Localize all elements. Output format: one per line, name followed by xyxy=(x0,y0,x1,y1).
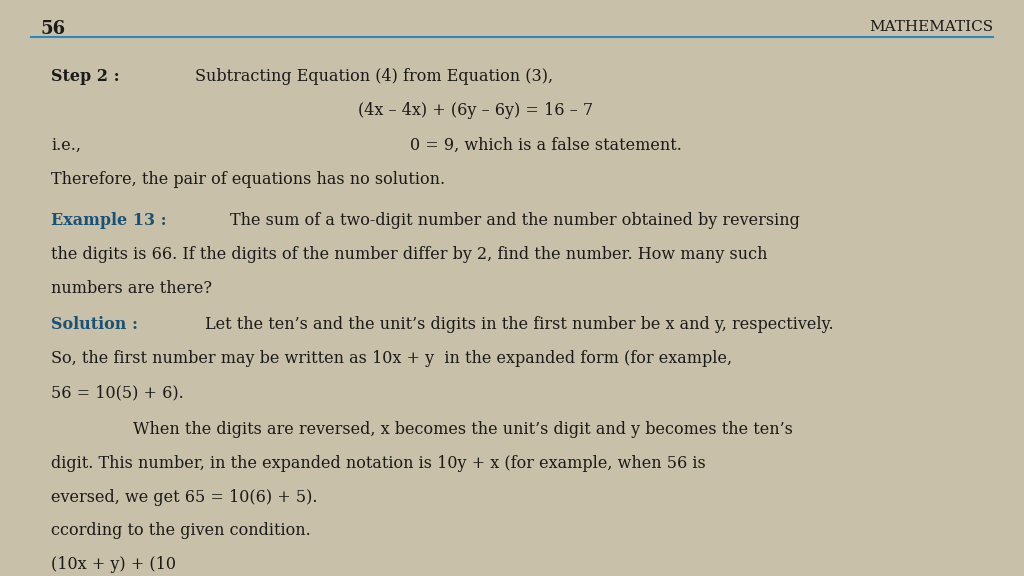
Text: Example 13 :: Example 13 : xyxy=(51,211,172,229)
Text: (10x + y) + (10: (10x + y) + (10 xyxy=(51,556,176,573)
Text: 56 = 10(5) + 6).: 56 = 10(5) + 6). xyxy=(51,384,184,401)
Text: MATHEMATICS: MATHEMATICS xyxy=(869,20,993,34)
Text: i.e.,: i.e., xyxy=(51,137,81,153)
Text: ccording to the given condition.: ccording to the given condition. xyxy=(51,522,311,539)
Text: 56: 56 xyxy=(41,20,67,38)
Text: Step 2 :: Step 2 : xyxy=(51,68,126,85)
Text: numbers are there?: numbers are there? xyxy=(51,280,212,297)
Text: (4x – 4x) + (6y – 6y) = 16 – 7: (4x – 4x) + (6y – 6y) = 16 – 7 xyxy=(358,103,594,119)
Text: digit. This number, in the expanded notation is 10y + x (for example, when 56 is: digit. This number, in the expanded nota… xyxy=(51,455,706,472)
Text: So, the first number may be written as 10x + y  in the expanded form (for exampl: So, the first number may be written as 1… xyxy=(51,350,732,367)
Text: eversed, we get 65 = 10(6) + 5).: eversed, we get 65 = 10(6) + 5). xyxy=(51,489,317,506)
Text: The sum of a two-digit number and the number obtained by reversing: The sum of a two-digit number and the nu… xyxy=(230,211,801,229)
Text: Therefore, the pair of equations has no solution.: Therefore, the pair of equations has no … xyxy=(51,170,445,188)
Text: Let the ten’s and the unit’s digits in the first number be x and y, respectively: Let the ten’s and the unit’s digits in t… xyxy=(205,316,834,333)
Text: 0 = 9, which is a false statement.: 0 = 9, which is a false statement. xyxy=(410,137,682,153)
Text: When the digits are reversed, x becomes the unit’s digit and y becomes the ten’s: When the digits are reversed, x becomes … xyxy=(133,421,793,438)
Text: the digits is 66. If the digits of the number differ by 2, find the number. How : the digits is 66. If the digits of the n… xyxy=(51,246,768,263)
Text: Solution :: Solution : xyxy=(51,316,143,333)
Text: Subtracting Equation (4) from Equation (3),: Subtracting Equation (4) from Equation (… xyxy=(195,68,553,85)
